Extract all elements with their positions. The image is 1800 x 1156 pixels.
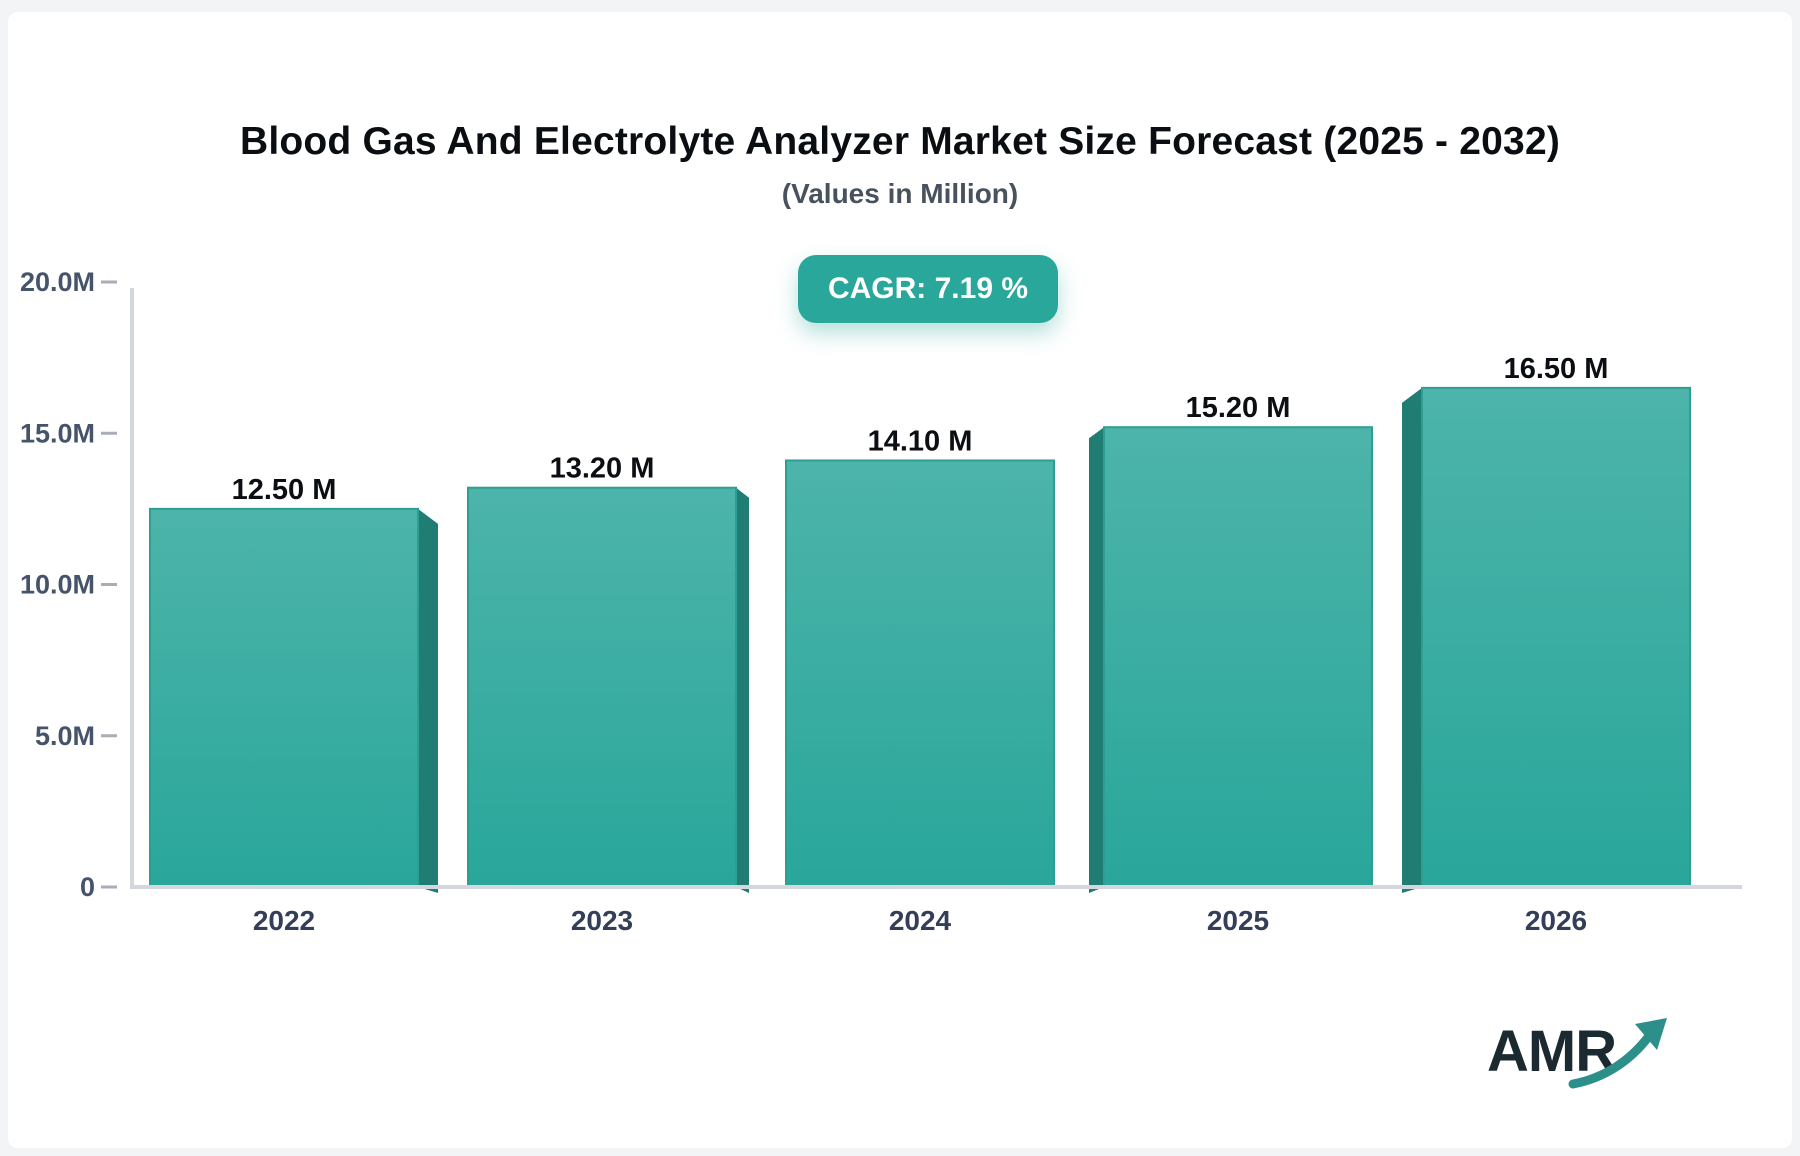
bar-face-2026	[1421, 386, 1691, 889]
bar-side-2026	[1402, 387, 1422, 893]
y-tick-label-0: 0	[80, 872, 95, 902]
y-tick-label-20.0M: 20.0M	[20, 267, 95, 297]
bar-value-label-2025: 15.20 M	[1186, 392, 1291, 424]
amr-logo: AMR	[1487, 1010, 1687, 1100]
bar-side-2023	[736, 487, 749, 893]
bar-chart-canvas: 12.50 M 2022 13.20 M 2023 14.10 M 2024 15.20 M…	[20, 267, 1742, 936]
y-tick-label-5.0M: 5.0M	[35, 721, 95, 751]
chart-subtitle: (Values in Million)	[781, 178, 1019, 209]
bar-face-2025	[1103, 426, 1373, 889]
amr-logo-arrow-icon	[1568, 1018, 1667, 1089]
cagr-badge-label: CAGR: 7.19 %	[827, 272, 1029, 305]
bar-value-label-2023: 13.20 M	[550, 453, 655, 485]
bar-face-2022	[149, 507, 419, 889]
bar-value-label-2022: 12.50 M	[232, 474, 337, 506]
bar-face-2023	[467, 486, 737, 889]
bar-value-label-2026: 16.50 M	[1504, 353, 1609, 385]
x-axis-label-2026: 2026	[1525, 905, 1587, 936]
bar-side-2022	[418, 508, 438, 893]
x-axis-label-2022: 2022	[253, 905, 315, 936]
bar-value-label-2024: 14.10 M	[868, 425, 973, 457]
bar-face-2024	[785, 459, 1055, 889]
chart-card: Blood Gas And Electrolyte Analyzer Marke…	[8, 12, 1792, 1148]
y-tick-label-10.0M: 10.0M	[20, 570, 95, 600]
x-axis-label-2024: 2024	[889, 905, 952, 936]
cagr-badge: CAGR: 7.19 %	[798, 255, 1058, 323]
bar-side-2025	[1089, 427, 1104, 893]
chart-title: Blood Gas And Electrolyte Analyzer Marke…	[239, 120, 1561, 163]
x-axis-label-2023: 2023	[571, 905, 633, 936]
y-tick-label-15.0M: 15.0M	[20, 418, 95, 448]
x-axis-label-2025: 2025	[1207, 905, 1269, 936]
